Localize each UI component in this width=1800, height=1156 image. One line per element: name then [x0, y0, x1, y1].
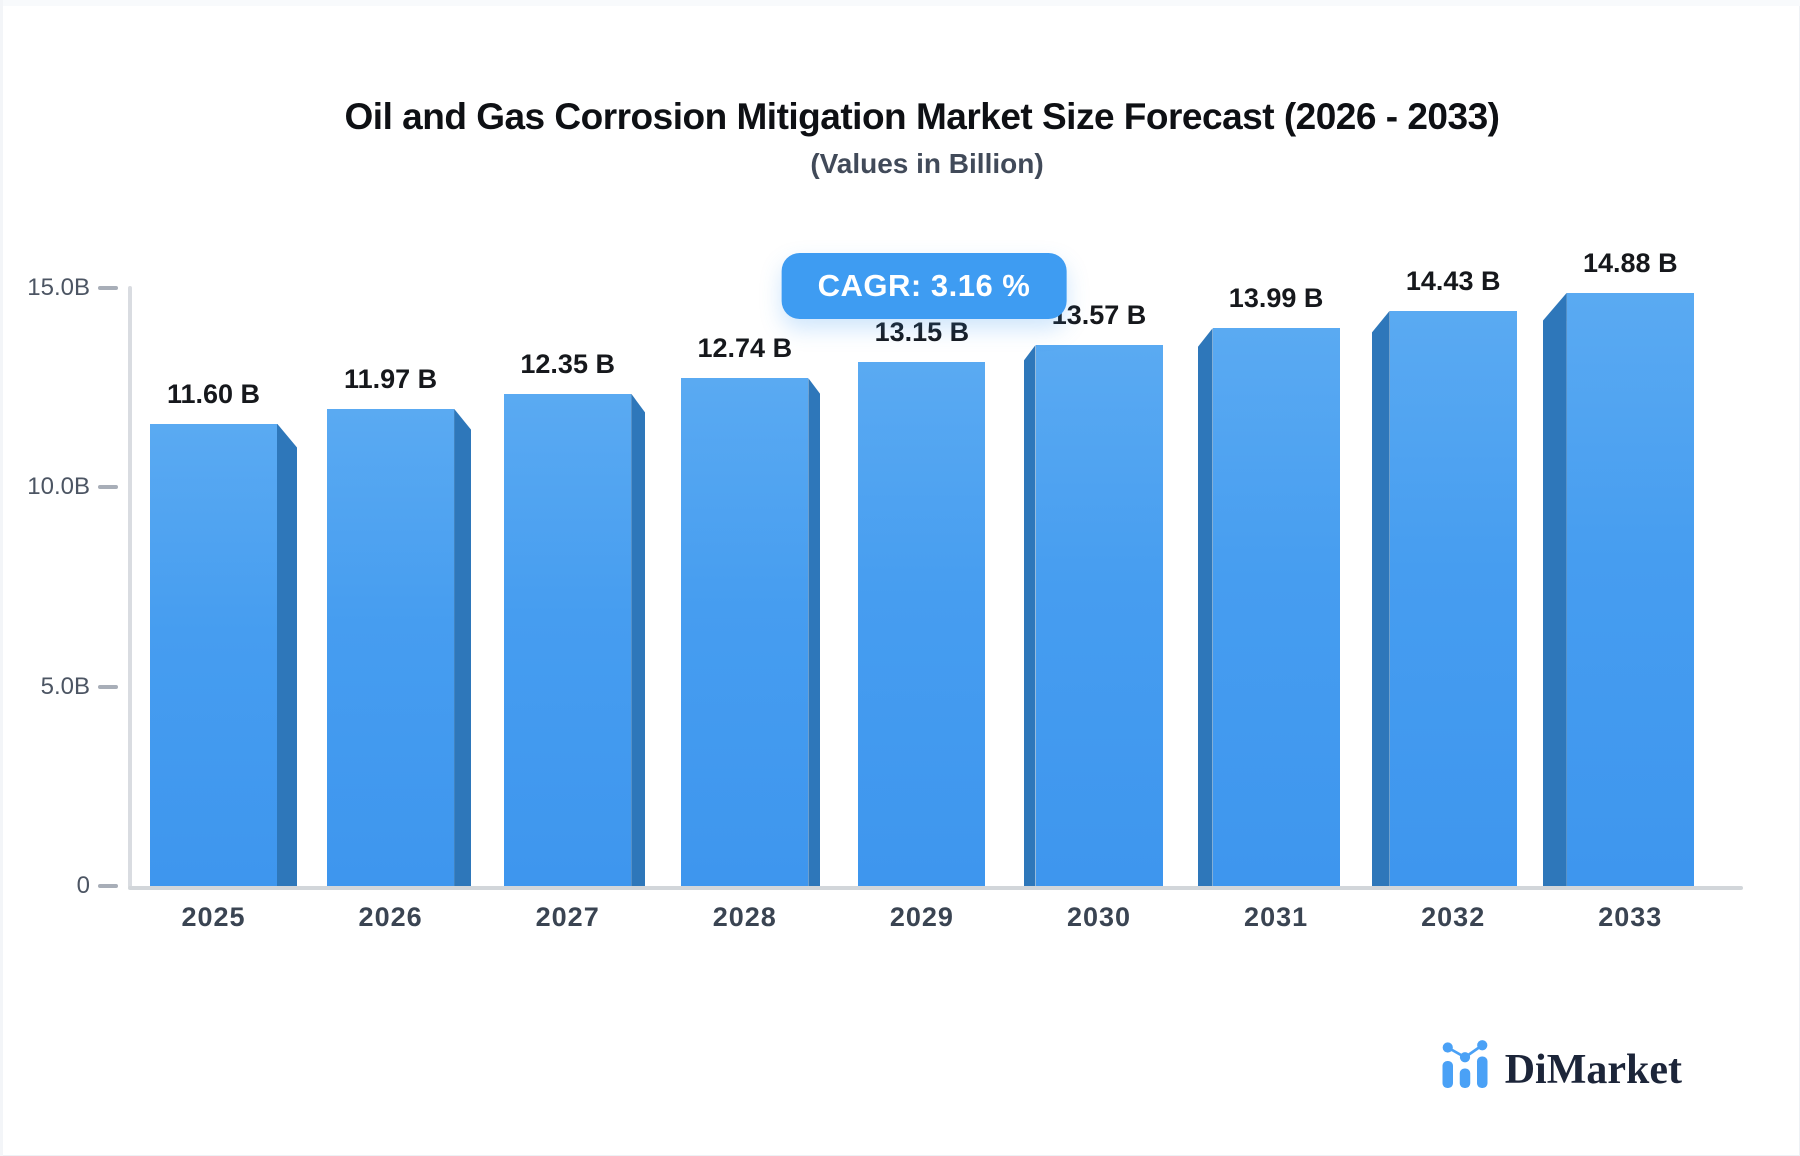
bar-2026 — [327, 408, 455, 886]
y-tick-label-15.0B: 15.0B — [27, 274, 90, 301]
x-axis-label-2025: 2025 — [181, 902, 246, 932]
dimarket-logo-text: DiMarket — [1504, 1047, 1682, 1093]
bar-3d-side-2028 — [808, 378, 821, 886]
bar-3d-side-2025 — [277, 423, 297, 886]
bar-value-label-2025: 11.60 B — [166, 378, 261, 409]
chart-subtitle: (Values in Billion) — [810, 148, 1044, 179]
bar-2027 — [504, 393, 632, 886]
bar-value-label-2033: 14.88 B — [1583, 247, 1678, 278]
y-tick-mark — [98, 684, 118, 689]
bar-value-label-2028: 12.74 B — [697, 333, 793, 364]
x-axis-label-2029: 2029 — [889, 902, 954, 932]
bar-value-label-2029: 13.15 B — [874, 316, 970, 347]
chart-title: Oil and Gas Corrosion Mitigation Market … — [344, 96, 1500, 137]
bar-2032 — [1389, 310, 1517, 886]
bar-value-label-2032: 14.43 B — [1405, 265, 1501, 296]
y-tick-mark — [98, 286, 118, 290]
bar-value-label-2030: 13.57 B — [1051, 300, 1147, 330]
page-left-edge — [0, 0, 3, 1156]
bar-value-label-2031: 13.99 B — [1228, 283, 1324, 314]
y-tick-label-5.0B: 5.0B — [40, 672, 90, 700]
x-axis-label-2028: 2028 — [712, 902, 777, 932]
bar-3d-side-2032 — [1371, 310, 1390, 886]
bar-3d-side-2027 — [631, 393, 646, 886]
bar-2025 — [150, 423, 277, 886]
y-tick-label-0: 0 — [76, 872, 90, 899]
bar-chart-with-trend-dots-icon — [1442, 1040, 1488, 1088]
bar-2031 — [1212, 328, 1340, 886]
page-top-edge — [0, 0, 1800, 6]
x-axis-label-2033: 2033 — [1598, 902, 1663, 932]
bar-2033 — [1566, 292, 1694, 886]
bar-3d-side-2030 — [1023, 345, 1036, 886]
x-axis-label-2031: 2031 — [1244, 902, 1309, 932]
bar-3d-side-2031 — [1197, 328, 1213, 886]
y-tick-mark — [98, 485, 118, 490]
bar-3d-side-2033 — [1542, 292, 1567, 886]
bar-2030 — [1035, 345, 1163, 886]
x-axis-label-2030: 2030 — [1066, 902, 1132, 932]
y-tick-mark — [98, 884, 118, 888]
y-tick-label-10.0B: 10.0B — [27, 473, 90, 501]
dimarket-logo: DiMarket — [1439, 1040, 1682, 1091]
x-axis-label-2027: 2027 — [535, 902, 600, 932]
y-axis-line — [128, 286, 132, 888]
bar-value-label-2026: 11.97 B — [344, 363, 438, 394]
bar-3d-side-2026 — [454, 408, 472, 886]
x-axis-label-2026: 2026 — [358, 902, 423, 932]
bar-value-label-2027: 12.35 B — [520, 348, 615, 379]
bar-2029 — [858, 361, 986, 886]
bar-2028 — [681, 378, 809, 886]
x-axis-baseline — [128, 886, 1743, 890]
x-axis-label-2032: 2032 — [1421, 902, 1486, 932]
cagr-badge: CAGR: 3.16 % — [781, 253, 1067, 319]
